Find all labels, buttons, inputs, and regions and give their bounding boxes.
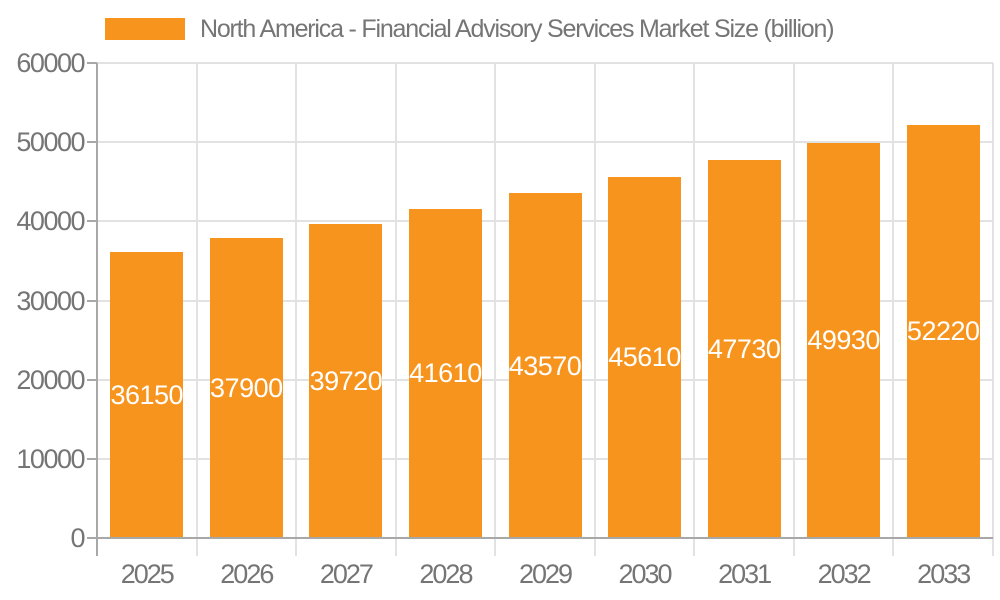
x-tick-mark — [494, 538, 497, 556]
x-tick-mark — [792, 538, 795, 556]
legend-label: North America - Financial Advisory Servi… — [200, 14, 835, 43]
y-tick-label: 40000 — [16, 206, 85, 237]
bar-2028 — [408, 208, 482, 538]
y-tick-mark — [87, 457, 97, 460]
bar-2033 — [906, 124, 980, 538]
x-tick-label: 2029 — [518, 559, 573, 589]
y-tick-mark — [87, 537, 97, 539]
bar-2031 — [707, 160, 781, 538]
v-gridline — [195, 63, 198, 538]
y-tick-label: 60000 — [16, 48, 85, 78]
bar-value-label: 49930 — [807, 325, 880, 356]
v-gridline — [494, 63, 497, 538]
x-tick-mark — [892, 538, 895, 556]
bar-2025 — [110, 251, 184, 538]
v-gridline — [693, 63, 696, 538]
x-tick-label: 2028 — [419, 559, 473, 589]
legend-swatch — [105, 18, 185, 40]
y-tick-label: 30000 — [16, 285, 85, 316]
x-tick-label: 2025 — [120, 559, 175, 589]
bar-value-label: 41610 — [409, 358, 482, 389]
y-tick-mark — [87, 141, 97, 144]
x-tick-label: 2033 — [917, 559, 971, 589]
y-tick-mark — [87, 378, 97, 381]
y-tick-mark — [87, 299, 97, 302]
h-gridline — [97, 62, 993, 64]
bar-value-label: 47730 — [707, 334, 781, 365]
y-tick-label: 0 — [70, 523, 85, 553]
bar-value-label: 45610 — [608, 342, 681, 373]
legend: North America - Financial Advisory Servi… — [105, 14, 835, 43]
bar-value-label: 43570 — [508, 350, 582, 381]
x-axis-line — [96, 537, 993, 539]
x-tick-label: 2026 — [220, 559, 274, 589]
v-gridline — [792, 63, 795, 538]
x-tick-label: 2031 — [718, 559, 772, 589]
x-tick-label: 2032 — [817, 559, 872, 589]
bar-2027 — [309, 223, 383, 538]
bar-value-label: 52220 — [906, 316, 980, 347]
y-tick-label: 20000 — [16, 364, 85, 395]
x-tick-mark — [295, 538, 298, 556]
h-gridline — [97, 141, 993, 144]
bar-value-label: 37900 — [210, 372, 283, 403]
x-tick-mark — [394, 538, 397, 556]
v-gridline — [992, 63, 994, 538]
x-tick-label: 2030 — [618, 559, 673, 589]
v-gridline — [892, 63, 895, 538]
bar-value-label: 39720 — [309, 365, 383, 396]
x-tick-mark — [992, 538, 994, 556]
bar-value-label: 36150 — [110, 379, 184, 410]
v-gridline — [593, 63, 596, 538]
y-tick-mark — [87, 220, 97, 223]
y-tick-mark — [87, 62, 97, 64]
y-tick-label: 10000 — [16, 443, 85, 474]
v-gridline — [394, 63, 397, 538]
v-gridline — [295, 63, 298, 538]
bar-2030 — [608, 176, 682, 538]
bar-2029 — [508, 193, 582, 538]
bar-2032 — [807, 142, 881, 538]
bar-2026 — [209, 237, 283, 538]
y-tick-label: 50000 — [16, 127, 85, 158]
x-tick-mark — [593, 538, 596, 556]
y-axis-line — [96, 63, 98, 556]
x-tick-mark — [195, 538, 198, 556]
x-tick-label: 2027 — [319, 559, 374, 589]
x-tick-mark — [693, 538, 696, 556]
